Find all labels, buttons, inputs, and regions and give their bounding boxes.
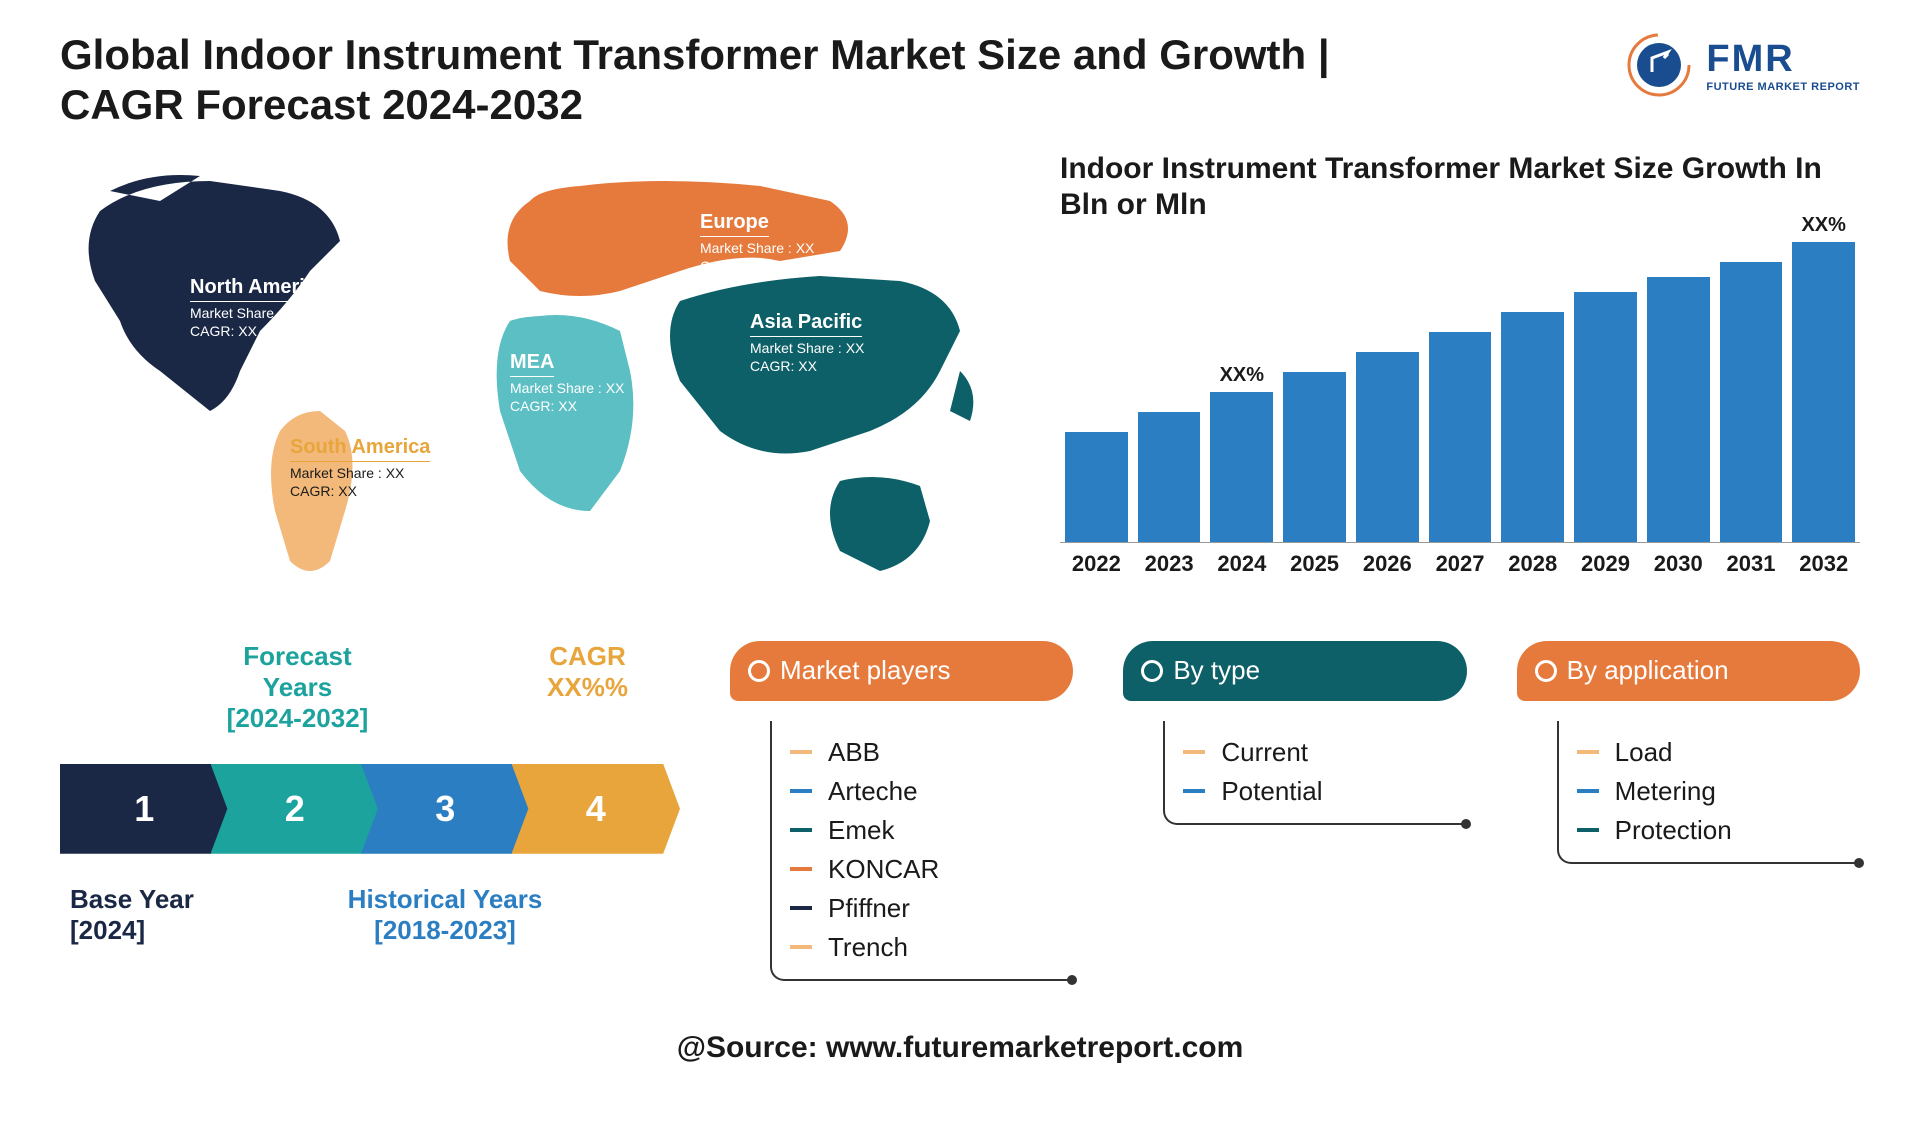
region-south-america: South America Market Share : XX CAGR: XX	[290, 436, 430, 500]
bar-2028	[1501, 312, 1564, 542]
by-type-pill: By type	[1123, 641, 1466, 701]
timeline-segment-1: 1	[60, 764, 229, 854]
fmr-logo: FMR FUTURE MARKET REPORT	[1624, 30, 1860, 100]
list-item: Pfiffner	[790, 889, 1073, 928]
timeline-hist-label: Historical Years[2018-2023]	[340, 884, 550, 946]
list-item: Load	[1577, 733, 1860, 772]
world-map: North America Market Share : XX CAGR: XX…	[60, 151, 1020, 591]
region-asia-pacific: Asia Pacific Market Share : XX CAGR: XX	[750, 311, 864, 375]
year-label: 2029	[1574, 551, 1637, 577]
year-label: 2030	[1647, 551, 1710, 577]
timeline-segment-3: 3	[361, 764, 530, 854]
market-players-pill: Market players	[730, 641, 1073, 701]
timeline-segment-2: 2	[211, 764, 380, 854]
bar-2029	[1574, 292, 1637, 542]
timeline-widget: Forecast Years[2024-2032] CAGRXX%% 1234 …	[60, 641, 680, 946]
year-label: 2022	[1065, 551, 1128, 577]
logo-text-main: FMR	[1706, 38, 1860, 81]
by-application-section: By application LoadMeteringProtection	[1517, 641, 1860, 864]
by-application-pill: By application	[1517, 641, 1860, 701]
list-item: KONCAR	[790, 850, 1073, 889]
bar-2025	[1283, 372, 1346, 542]
list-item: Arteche	[790, 772, 1073, 811]
timeline-forecast-label: Forecast Years[2024-2032]	[225, 641, 370, 734]
bar-2026	[1356, 352, 1419, 542]
bar-2030	[1647, 277, 1710, 542]
timeline-base-label: Base Year[2024]	[70, 884, 250, 946]
year-label: 2026	[1356, 551, 1419, 577]
bar-2024: XX%	[1210, 392, 1273, 542]
logo-text-sub: FUTURE MARKET REPORT	[1706, 81, 1860, 93]
list-item: Metering	[1577, 772, 1860, 811]
list-item: Protection	[1577, 811, 1860, 850]
region-north-america: North America Market Share : XX CAGR: XX	[190, 276, 327, 340]
bar-2031	[1720, 262, 1783, 542]
chart-title: Indoor Instrument Transformer Market Siz…	[1060, 151, 1860, 223]
page-title: Global Indoor Instrument Transformer Mar…	[60, 30, 1460, 131]
bar-2023	[1138, 412, 1201, 542]
year-label: 2023	[1138, 551, 1201, 577]
timeline-segment-4: 4	[512, 764, 681, 854]
market-players-section: Market players ABBArtecheEmekKONCARPfiff…	[730, 641, 1073, 981]
bar-2032: XX%	[1792, 242, 1855, 542]
year-label: 2031	[1720, 551, 1783, 577]
list-item: Emek	[790, 811, 1073, 850]
list-item: Current	[1183, 733, 1466, 772]
year-label: 2032	[1792, 551, 1855, 577]
year-label: 2025	[1283, 551, 1346, 577]
timeline-cagr-label: CAGRXX%%	[515, 641, 660, 734]
list-item: Potential	[1183, 772, 1466, 811]
source-attribution: @Source: www.futuremarketreport.com	[60, 1031, 1860, 1065]
list-item: ABB	[790, 733, 1073, 772]
growth-bar-chart: Indoor Instrument Transformer Market Siz…	[1060, 151, 1860, 591]
region-europe: Europe Market Share : XX CAGR: XX	[700, 211, 814, 275]
list-item: Trench	[790, 928, 1073, 967]
bar-2027	[1429, 332, 1492, 542]
year-label: 2028	[1501, 551, 1564, 577]
fmr-logo-icon	[1624, 30, 1694, 100]
year-label: 2027	[1429, 551, 1492, 577]
bar-2022	[1065, 432, 1128, 542]
region-mea: MEA Market Share : XX CAGR: XX	[510, 351, 624, 415]
by-type-section: By type CurrentPotential	[1123, 641, 1466, 825]
year-label: 2024	[1210, 551, 1273, 577]
